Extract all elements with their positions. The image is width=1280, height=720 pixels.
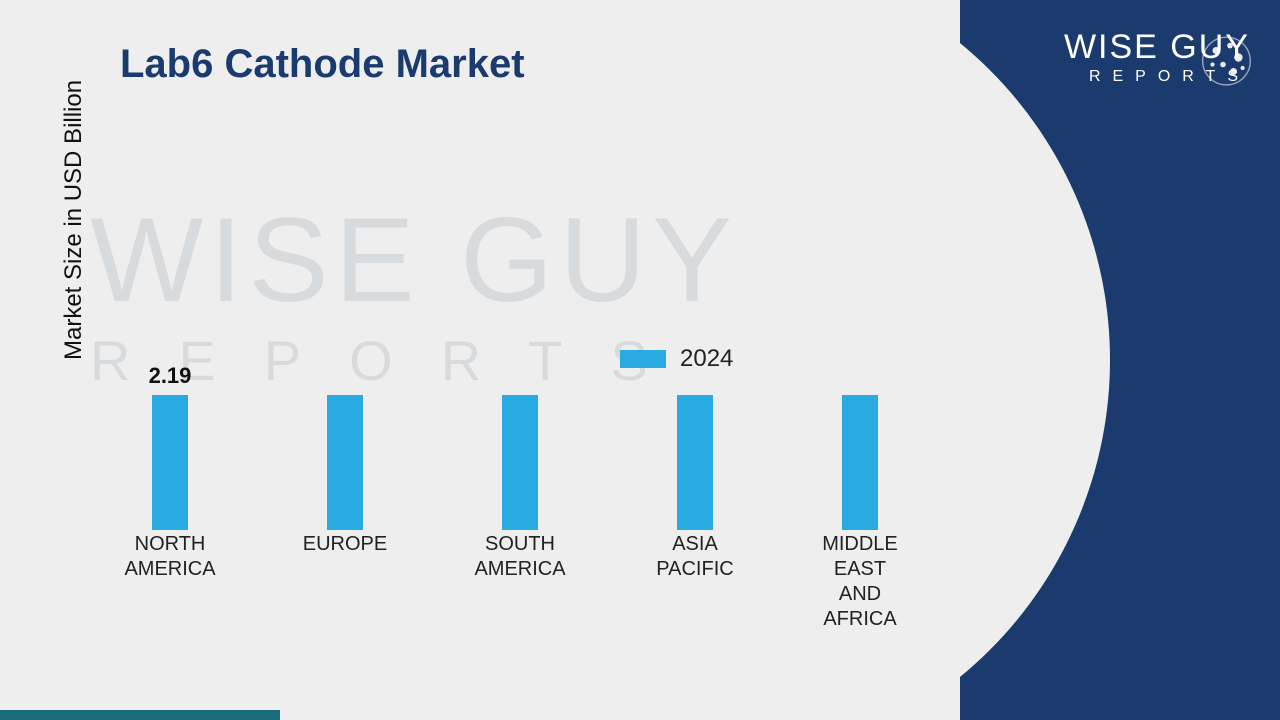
bar (327, 395, 363, 530)
x-axis-category-label: SOUTHAMERICA (450, 532, 590, 582)
brand-logo: WISE GUY REPORTS (1064, 30, 1250, 86)
x-axis-category-label: NORTHAMERICA (100, 532, 240, 582)
x-axis-category-label: ASIAPACIFIC (625, 532, 765, 582)
chart-area: 2024 2.19 NORTHAMERICAEUROPESOUTHAMERICA… (100, 160, 960, 660)
bar (842, 395, 878, 530)
canvas: WISE GUY REPORTS Lab6 Cathode Market WIS… (0, 0, 1280, 720)
bar-value-label: 2.19 (149, 363, 192, 389)
bar (677, 395, 713, 530)
chart-title: Lab6 Cathode Market (120, 42, 525, 87)
y-axis-label: Market Size in USD Billion (60, 80, 88, 360)
plot-region: 2.19 (100, 160, 960, 530)
bar: 2.19 (152, 395, 188, 530)
x-axis-category-label: MIDDLEEASTANDAFRICA (790, 532, 930, 632)
bar (502, 395, 538, 530)
x-axis-category-label: EUROPE (275, 532, 415, 557)
x-axis-labels: NORTHAMERICA EUROPE SOUTHAMERICA ASIAPACIFI… (100, 532, 960, 652)
brand-head-icon (1188, 26, 1258, 96)
bottom-accent-bar (0, 710, 280, 720)
